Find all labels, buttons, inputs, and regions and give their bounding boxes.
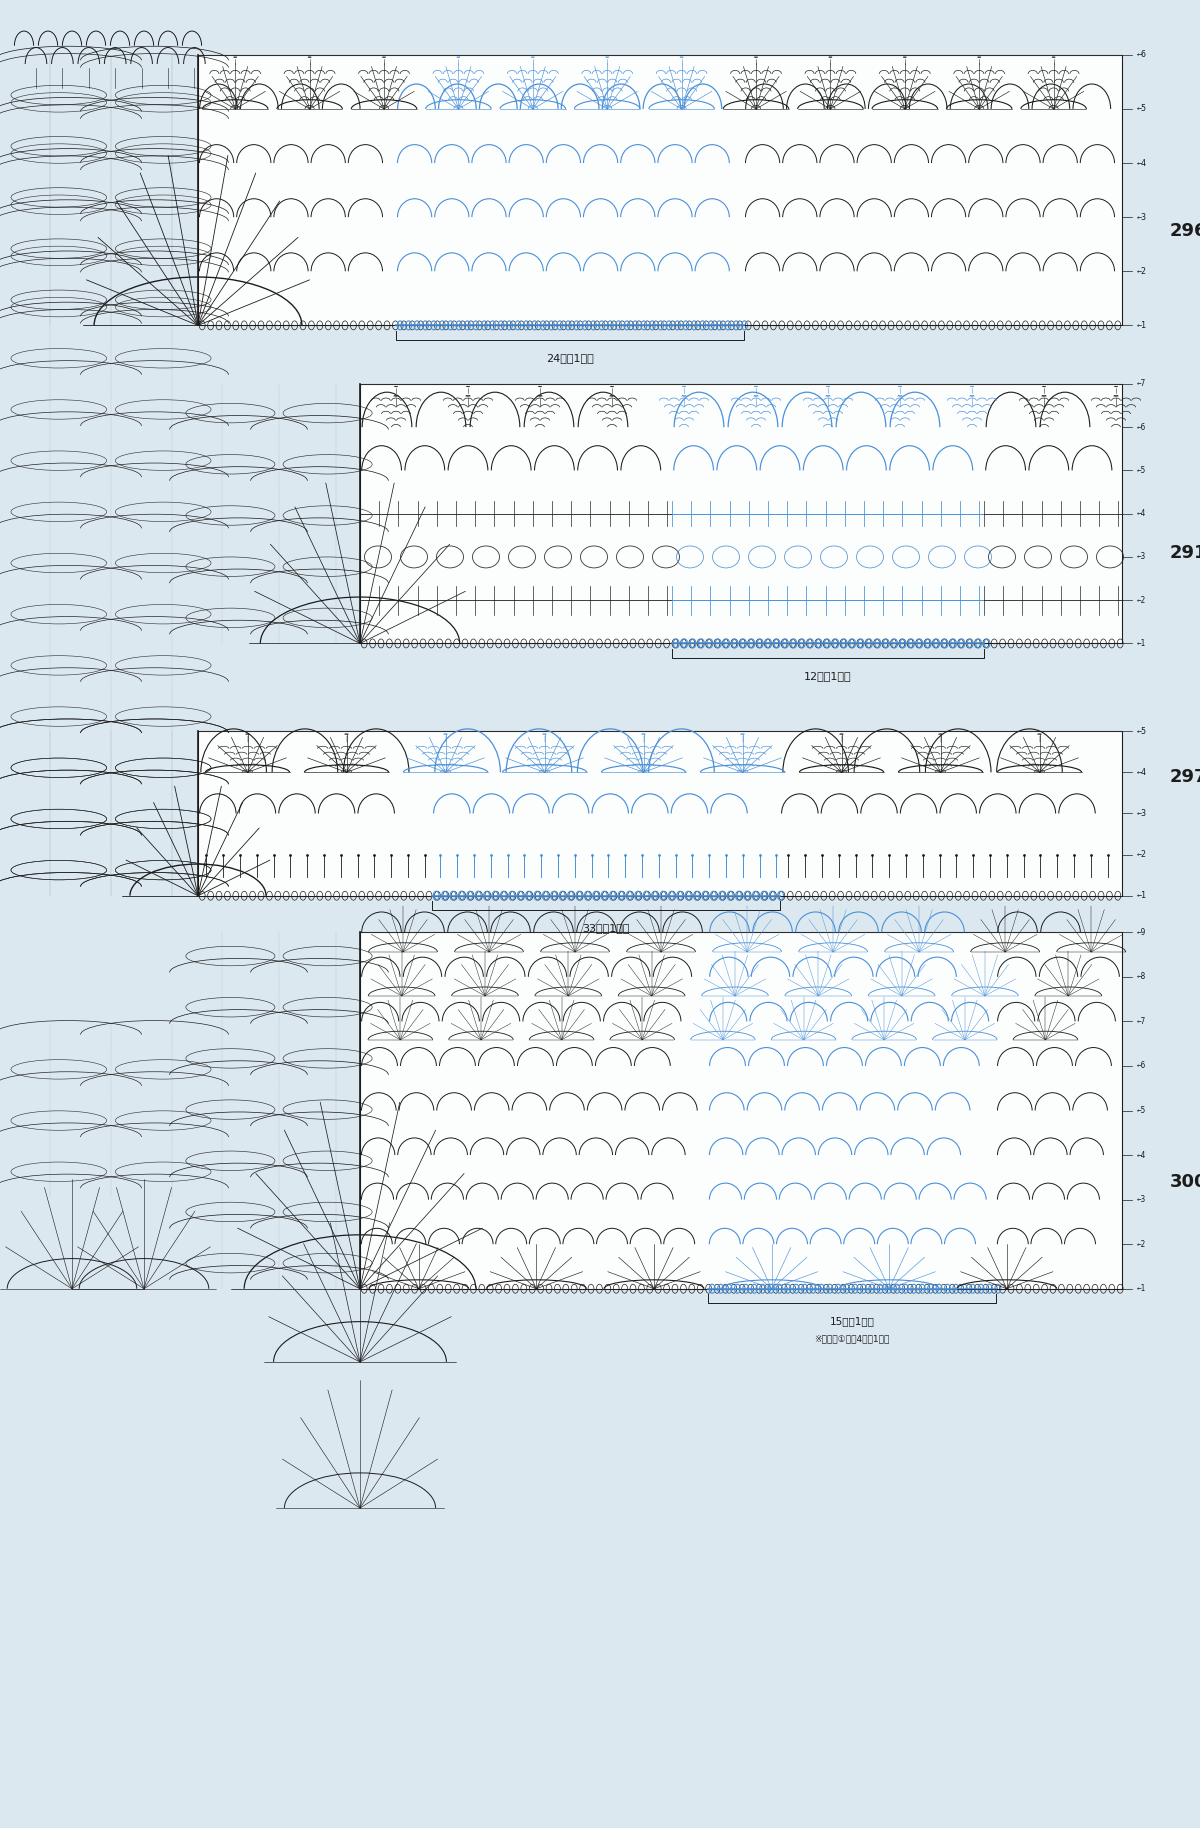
Text: ←8: ←8 bbox=[1136, 972, 1146, 982]
Text: ←4: ←4 bbox=[1136, 768, 1146, 777]
Text: ←3: ←3 bbox=[1136, 810, 1146, 817]
Text: 12针・1花様: 12针・1花様 bbox=[804, 671, 852, 680]
Text: ←7: ←7 bbox=[1136, 380, 1146, 388]
Text: 291: 291 bbox=[1170, 543, 1200, 561]
Text: ←1: ←1 bbox=[1136, 1285, 1146, 1292]
Text: ←3: ←3 bbox=[1136, 212, 1146, 221]
Text: ←4: ←4 bbox=[1136, 1150, 1146, 1159]
Text: ←5: ←5 bbox=[1136, 1106, 1146, 1115]
Text: 300: 300 bbox=[1170, 1174, 1200, 1190]
Text: ←2: ←2 bbox=[1136, 596, 1146, 605]
Text: ←7: ←7 bbox=[1136, 1016, 1146, 1026]
Text: ←2: ←2 bbox=[1136, 850, 1146, 859]
Text: ←2: ←2 bbox=[1136, 1239, 1146, 1249]
Text: ←1: ←1 bbox=[1136, 892, 1146, 899]
Text: ←6: ←6 bbox=[1136, 51, 1146, 58]
Text: 297: 297 bbox=[1170, 768, 1200, 786]
Text: ←3: ←3 bbox=[1136, 552, 1146, 561]
Text: ←6: ←6 bbox=[1136, 422, 1146, 431]
Text: ←4: ←4 bbox=[1136, 510, 1146, 517]
Text: 296: 296 bbox=[1170, 221, 1200, 239]
Bar bbox=[198, 731, 1122, 896]
Bar bbox=[360, 932, 1122, 1289]
Text: ※只有第①行を4针・1花様: ※只有第①行を4针・1花様 bbox=[815, 1334, 889, 1344]
Text: 33针・1花様: 33针・1花様 bbox=[582, 923, 630, 932]
Text: ←9: ←9 bbox=[1136, 929, 1146, 936]
Text: ←5: ←5 bbox=[1136, 104, 1146, 113]
Text: ←5: ←5 bbox=[1136, 466, 1146, 475]
Bar bbox=[360, 384, 1122, 643]
Text: ←4: ←4 bbox=[1136, 159, 1146, 168]
Bar bbox=[198, 55, 1122, 325]
Text: ←5: ←5 bbox=[1136, 728, 1146, 735]
Text: ←6: ←6 bbox=[1136, 1062, 1146, 1071]
Text: 15针・1花様: 15针・1花様 bbox=[829, 1316, 875, 1325]
Text: 24针・1花様: 24针・1花様 bbox=[546, 353, 594, 362]
Text: ←1: ←1 bbox=[1136, 640, 1146, 647]
Text: ←3: ←3 bbox=[1136, 1196, 1146, 1205]
Text: ←1: ←1 bbox=[1136, 322, 1146, 329]
Text: ←2: ←2 bbox=[1136, 267, 1146, 276]
